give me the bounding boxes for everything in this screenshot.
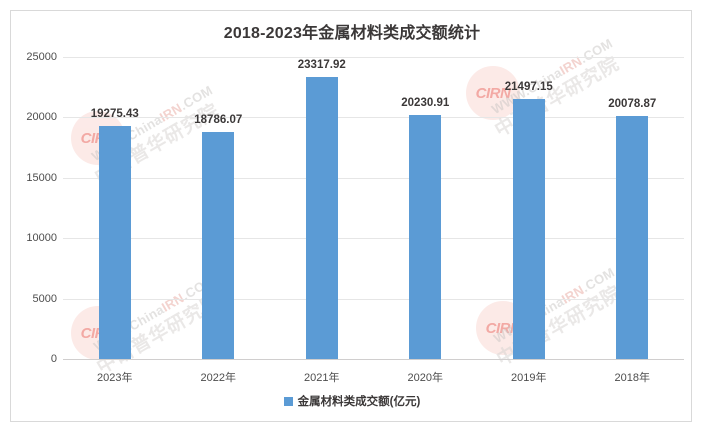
legend-label-series-1: 金属材料类成交额(亿元) (297, 396, 421, 408)
x-axis-tick-label: 2018年 (614, 372, 650, 384)
bar-value-label: 21497.15 (504, 81, 553, 94)
bar[interactable] (305, 77, 338, 359)
y-axis-tick-label: 5000 (32, 292, 57, 305)
gridline (63, 57, 684, 58)
x-axis-tick-label: 2019年 (511, 372, 547, 384)
bar-value-label: 18786.07 (194, 114, 243, 127)
bar[interactable] (202, 132, 235, 359)
y-axis: 25000 20000 15000 10000 5000 0 (11, 51, 57, 365)
gridline (63, 177, 684, 179)
y-axis-tick-label: 20000 (26, 111, 57, 124)
chart-title: 2018-2023年金属材料类成交额统计 (223, 25, 481, 42)
x-axis-tick-label: 2022年 (200, 372, 236, 384)
gridline (63, 117, 684, 119)
gridline (63, 298, 684, 300)
bar-value-label: 19275.43 (90, 108, 139, 121)
y-axis-tick-label: 25000 (26, 51, 57, 63)
x-axis-tick-label: 2023年 (97, 372, 133, 384)
bar[interactable] (616, 116, 649, 359)
legend-swatch-series-1 (283, 396, 293, 406)
chart-container: CIRN CIRN CIRN CIRN WWW.ChinaIRN.COM 中研普… (10, 10, 692, 422)
bar-value-label: 23317.92 (297, 59, 346, 72)
bar-value-label: 20078.87 (608, 98, 657, 111)
plot-area: 19275.43 18786.07 23317.92 20230.91 21497.15… (63, 57, 684, 360)
gridline (63, 359, 684, 360)
bar[interactable] (98, 126, 131, 359)
bar[interactable] (409, 114, 442, 359)
bar[interactable] (512, 99, 545, 359)
y-axis-tick-label: 15000 (26, 171, 57, 184)
y-axis-tick-label: 10000 (26, 232, 57, 245)
chart-legend: 金属材料类成交额(亿元) (11, 393, 691, 409)
y-axis-tick-label: 0 (50, 353, 57, 365)
x-axis: 2023年 2022年 2021年 2020年 2019年 2018年 (63, 363, 684, 387)
x-axis-tick-label: 2020年 (407, 372, 443, 384)
gridline (63, 238, 684, 240)
x-axis-tick-label: 2021年 (304, 372, 340, 384)
bar-value-label: 20230.91 (401, 96, 450, 109)
